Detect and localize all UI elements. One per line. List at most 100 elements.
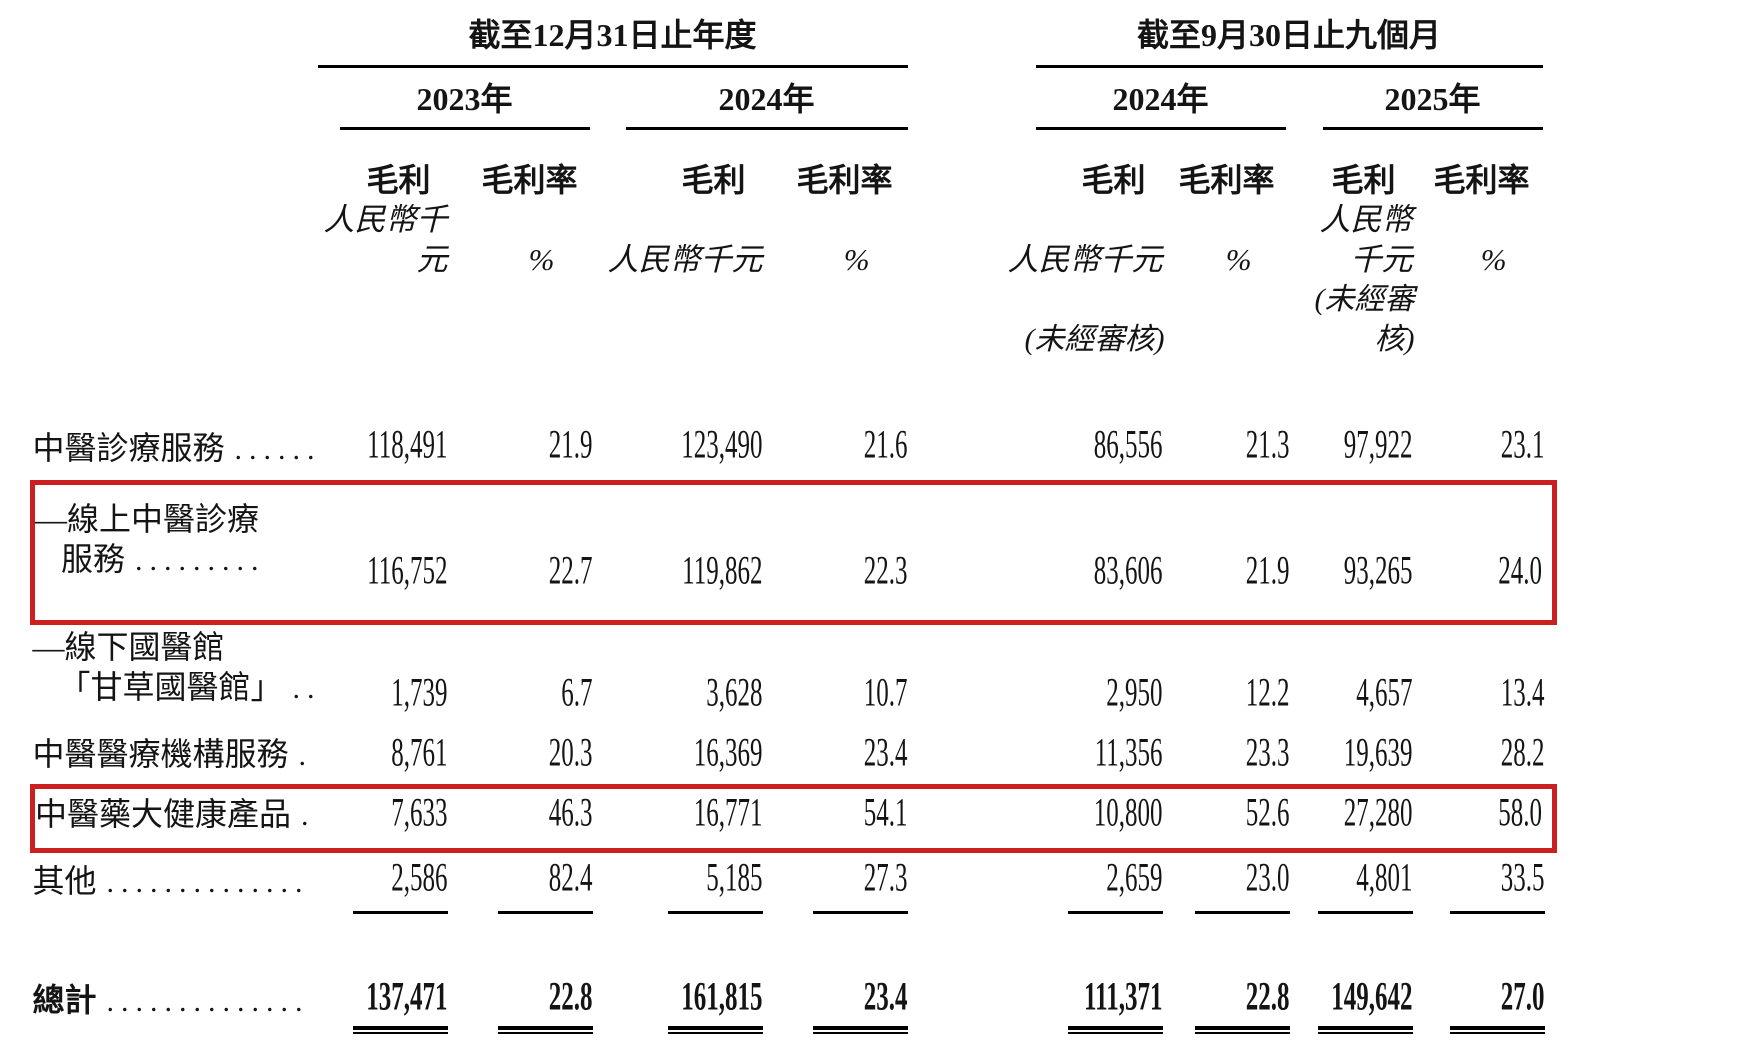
row-label: 中醫醫療機構服務.: [32, 736, 314, 772]
cell-gpm-9m2024: 23.0: [1173, 851, 1300, 914]
row-label: —線下國醫館 「甘草國醫館」..: [32, 628, 322, 705]
cell-gpm-2023: 21.9: [548, 422, 593, 467]
cell-gp-2024: 119,862: [602, 479, 773, 625]
spacer-row: [33, 360, 1555, 390]
col-header-gross-profit: 毛利: [681, 162, 746, 198]
unaudited-row: (未經審核) (未經審核): [33, 280, 1555, 360]
period-header-row: 截至12月31日止年度 截至9月30日止九個月: [33, 14, 1555, 68]
col-header-gross-margin: 毛利率: [1178, 162, 1275, 198]
cell-total-gpm-9m2024: 22.8: [1173, 974, 1300, 1049]
cell-gp-2024: 16,771: [602, 784, 773, 853]
cell-gpm-2024: 21.6: [863, 422, 908, 467]
cell-total-gp-2024: 161,815: [603, 974, 773, 1049]
cell-gpm-2024: 10.7: [863, 671, 908, 716]
row-label: 中醫藥大健康產品.: [30, 784, 316, 853]
row-label: 其他..............: [32, 863, 310, 899]
col-header-gross-margin: 毛利率: [1433, 162, 1530, 198]
cell-gp-2023: 116,752: [312, 479, 458, 625]
cell-gp-9m2024: 10,800: [917, 784, 1173, 853]
cell-gpm-9m2025: 58.0: [1422, 784, 1558, 853]
cell-gp-2024: 5,185: [603, 851, 773, 914]
unit-label-rmb: 人民幣千元: [1007, 242, 1163, 277]
cell-gp-2024: 3,628: [706, 671, 763, 716]
cell-gpm-9m2025: 24.0: [1422, 479, 1558, 625]
cell-gp-9m2024: 2,659: [918, 851, 1173, 914]
cell-gpm-9m2024: 21.3: [1245, 422, 1290, 467]
cell-total-gpm-9m2025: 27.0: [1423, 974, 1555, 1049]
table-row-others: 其他.............. 2,586 82.4 5,185 27.3 2…: [32, 851, 1555, 914]
cell-gp-2023: 1,739: [391, 671, 448, 716]
cell-gpm-2023: 22.7: [457, 479, 603, 625]
cell-gp-9m2024: 86,556: [1093, 422, 1163, 467]
dot-leader: ..: [292, 671, 322, 705]
cell-gp-9m2024: 11,356: [1094, 731, 1163, 776]
cell-gp-9m2025: 19,639: [1343, 731, 1413, 776]
cell-gpm-2023: 6.7: [561, 671, 593, 716]
cell-gpm-9m2025: 23.1: [1500, 422, 1545, 467]
cell-gpm-9m2024: 12.2: [1245, 671, 1290, 716]
cell-total-gp-9m2025: 149,642: [1300, 974, 1423, 1049]
unit-label-pct: %: [843, 242, 870, 277]
table-row-tcm-consultation-services: 中醫診療服務...... 118,491 21.9 123,490 21.6 8…: [33, 390, 1555, 482]
cell-gp-9m2024: 83,606: [917, 479, 1173, 625]
year-2024-9m: 2024年: [918, 68, 1300, 130]
row-label: —線上中醫診療 服務.........: [30, 479, 313, 625]
unit-label-rmb: 人民幣千元: [1319, 202, 1413, 277]
dot-leader: ..............: [106, 985, 310, 1018]
col-header-gross-margin: 毛利率: [481, 162, 578, 198]
column-header-row: 毛利 毛利率 毛利 毛利率 毛利 毛利率 毛利 毛利率: [33, 130, 1555, 200]
cell-gpm-2024: 27.3: [773, 851, 918, 914]
cell-total-gpm-2024: 23.4: [773, 974, 918, 1049]
cell-gp-2024: 16,369: [693, 731, 763, 776]
unit-label-pct: %: [1480, 242, 1507, 277]
dot-leader: ..............: [106, 866, 310, 899]
dot-leader: ......: [234, 432, 322, 466]
col-header-gross-profit: 毛利: [366, 162, 431, 198]
cell-gpm-9m2024: 23.3: [1245, 731, 1290, 776]
cell-gpm-9m2024: 21.9: [1172, 479, 1300, 625]
dot-leader: .: [301, 799, 316, 832]
cell-total-gp-2023: 137,471: [313, 974, 458, 1049]
cell-gp-9m2025: 4,657: [1356, 671, 1413, 716]
dot-leader: .: [298, 739, 314, 772]
empty-corner: [33, 14, 313, 68]
cell-gp-2024: 123,490: [681, 422, 763, 467]
cell-gpm-2024: 22.3: [772, 479, 918, 625]
cell-gpm-9m2024: 52.6: [1172, 784, 1300, 853]
table-row-tcm-health-products-highlighted: 中醫藥大健康產品. 7,633 46.3 16,771 54.1 10,800 …: [30, 784, 1558, 853]
cell-gpm-2023: 46.3: [457, 784, 603, 853]
period-nine-month-title: 截至9月30日止九個月: [1035, 15, 1543, 68]
col-header-gross-profit: 毛利: [1081, 162, 1146, 198]
table-row-total: 總計.............. 137,471 22.8 161,815 23…: [33, 974, 1555, 1049]
year-header-row: 2023年 2024年 2024年 2025年: [33, 68, 1555, 130]
cell-gpm-2024: 23.4: [863, 731, 908, 776]
cell-total-gpm-2023: 22.8: [458, 974, 603, 1049]
cell-gpm-9m2025: 28.2: [1500, 731, 1545, 776]
cell-gp-9m2024: 2,950: [1106, 671, 1163, 716]
table-row-offline-gancao-clinics: —線下國醫館 「甘草國醫館」.. 1,739 6.7 3,628 10.7 2,…: [33, 622, 1555, 734]
unit-header-row: 人民幣千元 % 人民幣千元 % 人民幣千元 % 人民幣千元 %: [33, 200, 1555, 280]
cell-total-gp-9m2024: 111,371: [918, 974, 1173, 1049]
cell-gp-9m2025: 4,801: [1300, 851, 1423, 914]
cell-gpm-2023: 82.4: [458, 851, 603, 914]
cell-gp-2023: 2,586: [313, 851, 458, 914]
cell-gpm-2024: 54.1: [772, 784, 918, 853]
period-annual-title: 截至12月31日止年度: [317, 15, 908, 68]
col-header-gross-profit: 毛利: [1331, 162, 1396, 198]
cell-gpm-2023: 20.3: [548, 731, 593, 776]
unit-label-rmb: 人民幣千元: [323, 202, 448, 277]
spacer-row: [33, 914, 1555, 974]
year-2023: 2023年: [313, 68, 603, 130]
table-row-tcm-institution-services: 中醫醫療機構服務. 8,761 20.3 16,369 23.4 11,356 …: [32, 731, 1555, 787]
year-2024: 2024年: [603, 68, 918, 130]
unaudited-label: (未經審核): [1314, 283, 1415, 356]
col-header-gross-margin: 毛利率: [796, 162, 893, 198]
cell-gp-9m2025: 27,280: [1299, 784, 1423, 853]
period-header-nine-month: 截至9月30日止九個月: [918, 14, 1555, 68]
row-label: 中醫診療服務......: [32, 429, 322, 466]
cell-gp-9m2025: 97,922: [1343, 422, 1413, 467]
dot-leader: .........: [135, 543, 266, 577]
gross-profit-table: 截至12月31日止年度 截至9月30日止九個月 2023年 2024年 2024…: [30, 14, 1558, 1049]
year-2025-9m: 2025年: [1300, 68, 1555, 130]
